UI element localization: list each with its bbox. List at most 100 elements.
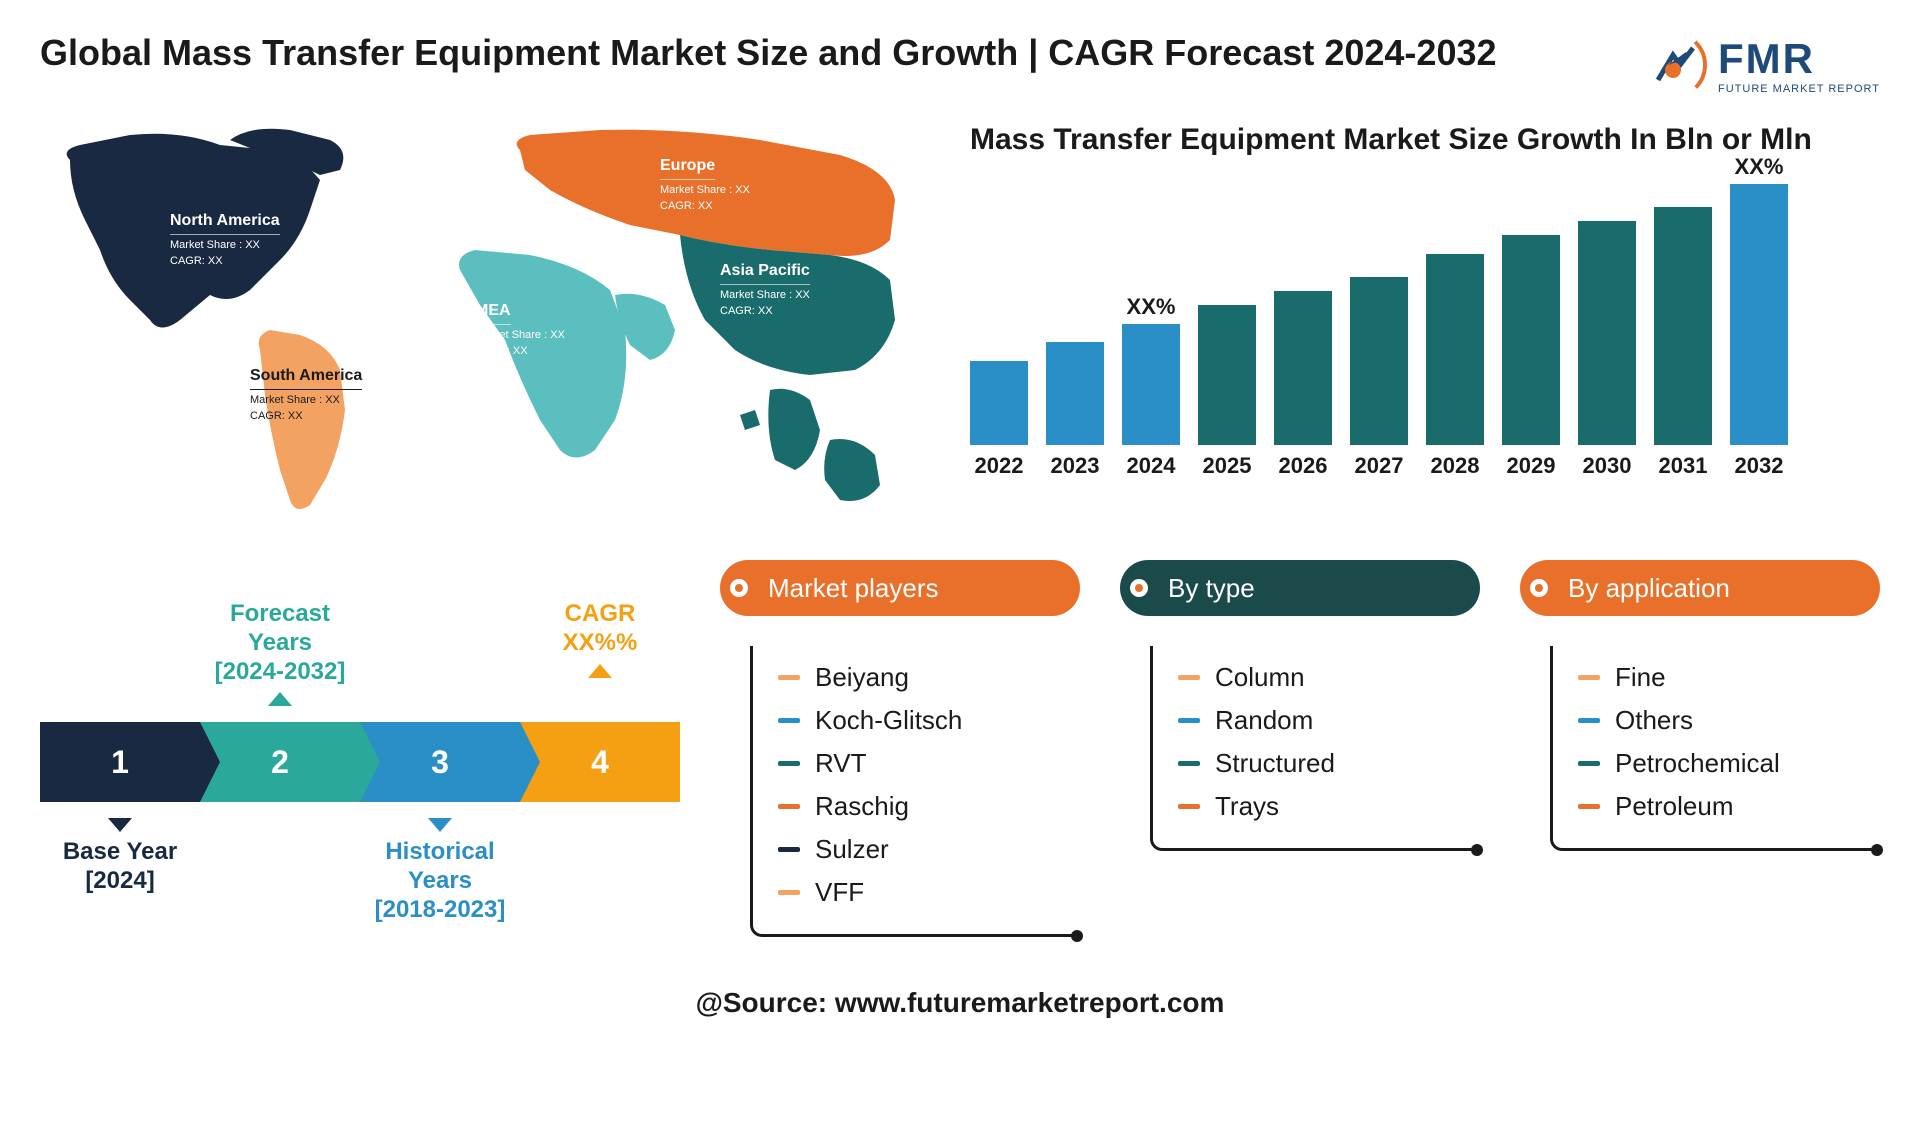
bar <box>1350 277 1408 445</box>
category-item-label: Beiyang <box>815 662 909 693</box>
category-item: Structured <box>1178 742 1480 785</box>
page-title: Global Mass Transfer Equipment Market Si… <box>40 30 1497 77</box>
bar-year-label: 2026 <box>1279 453 1328 479</box>
bullet-icon: .cat-dot::after{background:#e8702a} <box>730 579 748 597</box>
category-title: Market players <box>768 573 939 604</box>
timeline-segment: 2 <box>200 722 360 802</box>
arrow-down-icon <box>108 818 132 832</box>
category-item-label: RVT <box>815 748 867 779</box>
category-item: Koch-Glitsch <box>778 699 1080 742</box>
timeline-segment: 1 <box>40 722 200 802</box>
world-map: North America Market Share : XX CAGR: XX… <box>40 120 920 520</box>
category-header: .cat-dot::after{background:#1a4a4a} By ty… <box>1120 560 1480 616</box>
bar-col: XX%2032 <box>1730 184 1788 479</box>
category-item-label: Petrochemical <box>1615 748 1780 779</box>
brand-logo: FMR FUTURE MARKET REPORT <box>1638 30 1880 100</box>
category-item-label: Trays <box>1215 791 1279 822</box>
bar-col: 2023 <box>1046 342 1104 479</box>
bar <box>1654 207 1712 445</box>
source-attribution: @Source: www.futuremarketreport.com <box>40 987 1880 1019</box>
logo-text-main: FMR <box>1718 35 1880 83</box>
category-item-label: Petroleum <box>1615 791 1734 822</box>
bar <box>1274 291 1332 445</box>
bullet-icon: .cat-dot::after{background:#1a4a4a} <box>1130 579 1148 597</box>
growth-chart: Mass Transfer Equipment Market Size Grow… <box>950 120 1880 520</box>
bar <box>1426 254 1484 445</box>
category-item: Beiyang <box>778 656 1080 699</box>
category-item: Trays <box>1178 785 1480 828</box>
category-item-label: Column <box>1215 662 1305 693</box>
tick-icon <box>1178 675 1200 680</box>
category-item-label: Random <box>1215 705 1313 736</box>
arrow-up-icon <box>268 692 292 706</box>
tick-icon <box>778 761 800 766</box>
category-item: VFF <box>778 871 1080 914</box>
tick-icon <box>1578 675 1600 680</box>
bar-col: 2030 <box>1578 221 1636 479</box>
category-column: .cat-dot::after{background:#1a4a4a} By ty… <box>1120 560 1480 937</box>
category-item-label: Fine <box>1615 662 1666 693</box>
timeline-segment: 3 <box>360 722 520 802</box>
bar-year-label: 2027 <box>1355 453 1404 479</box>
category-column: .cat-dot::after{background:#e8702a} Marke… <box>720 560 1080 937</box>
bar <box>1502 235 1560 445</box>
map-label-mea: MEA Market Share : XX CAGR: XX <box>475 300 565 359</box>
map-label-ap: Asia Pacific Market Share : XX CAGR: XX <box>720 260 810 319</box>
logo-text-sub: FUTURE MARKET REPORT <box>1718 83 1880 95</box>
category-header: .cat-dot::after{background:#e8702a} By ap… <box>1520 560 1880 616</box>
header: Global Mass Transfer Equipment Market Si… <box>40 30 1880 100</box>
tick-icon <box>1178 761 1200 766</box>
tick-icon <box>1178 804 1200 809</box>
bar-col: 2028 <box>1426 254 1484 479</box>
category-item-label: Sulzer <box>815 834 889 865</box>
category-item-label: Koch-Glitsch <box>815 705 962 736</box>
tick-icon <box>778 804 800 809</box>
category-item-label: Raschig <box>815 791 909 822</box>
bar <box>1730 184 1788 445</box>
category-item: RVT <box>778 742 1080 785</box>
timeline-label: CAGRXX%% <box>520 600 680 658</box>
category-column: .cat-dot::after{background:#e8702a} By ap… <box>1520 560 1880 937</box>
tick-icon <box>1578 804 1600 809</box>
bar-year-label: 2030 <box>1583 453 1632 479</box>
map-label-eu: Europe Market Share : XX CAGR: XX <box>660 155 750 214</box>
bar-year-label: 2023 <box>1051 453 1100 479</box>
category-header: .cat-dot::after{background:#e8702a} Marke… <box>720 560 1080 616</box>
timeline-segment: 4 <box>520 722 680 802</box>
bar-year-label: 2025 <box>1203 453 1252 479</box>
bar-year-label: 2024 <box>1127 453 1176 479</box>
timeline-label: Base Year[2024] <box>40 838 200 896</box>
timeline-label: Historical Years[2018-2023] <box>360 838 520 924</box>
category-item: Others <box>1578 699 1880 742</box>
category-item: Petrochemical <box>1578 742 1880 785</box>
bar-col: 2022 <box>970 361 1028 479</box>
bar-col: XX%2024 <box>1122 324 1180 479</box>
category-title: By type <box>1168 573 1255 604</box>
timeline-label: Forecast Years[2024-2032] <box>200 600 360 686</box>
bar-col: 2027 <box>1350 277 1408 479</box>
bar-col: 2029 <box>1502 235 1560 479</box>
tick-icon <box>1178 718 1200 723</box>
arrow-down-icon <box>428 818 452 832</box>
category-item-label: Others <box>1615 705 1693 736</box>
tick-icon <box>778 847 800 852</box>
bar-year-label: 2029 <box>1507 453 1556 479</box>
bar-col: 2031 <box>1654 207 1712 479</box>
category-item-label: Structured <box>1215 748 1335 779</box>
bar-annotation: XX% <box>1735 154 1784 180</box>
timeline: Forecast Years[2024-2032] CAGRXX%% 1234 B… <box>40 560 680 937</box>
tick-icon <box>778 718 800 723</box>
tick-icon <box>1578 718 1600 723</box>
bar-year-label: 2032 <box>1735 453 1784 479</box>
category-item: Fine <box>1578 656 1880 699</box>
bar-chart: 20222023XX%20242025202620272028202920302… <box>970 179 1880 479</box>
bar-year-label: 2028 <box>1431 453 1480 479</box>
category-item-label: VFF <box>815 877 864 908</box>
bar-col: 2026 <box>1274 291 1332 479</box>
bar <box>970 361 1028 445</box>
category-title: By application <box>1568 573 1730 604</box>
bullet-icon: .cat-dot::after{background:#e8702a} <box>1530 579 1548 597</box>
arrow-up-icon <box>588 664 612 678</box>
bar-col: 2025 <box>1198 305 1256 479</box>
bar-annotation: XX% <box>1127 294 1176 320</box>
